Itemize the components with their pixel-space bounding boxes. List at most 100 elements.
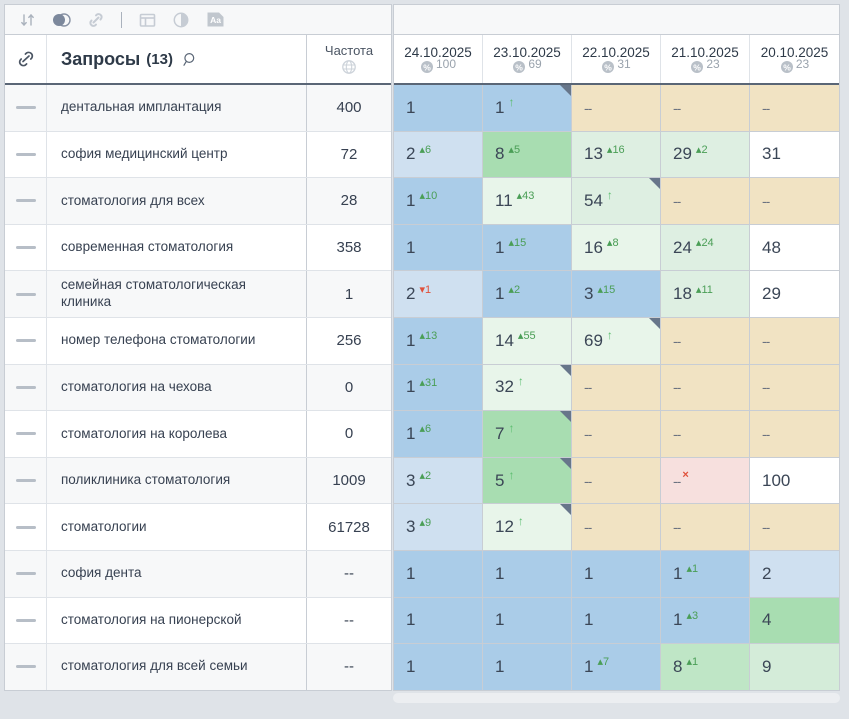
metric-cell[interactable]: 1 ▴6	[394, 411, 483, 458]
metric-cell[interactable]: 100	[750, 457, 839, 505]
metric-cell[interactable]: 31	[750, 131, 839, 179]
metric-cell[interactable]: 54 ↑	[572, 178, 661, 225]
metric-cell[interactable]: --	[661, 504, 750, 551]
metric-cell[interactable]: --	[572, 364, 661, 412]
metric-cell[interactable]: 1 ▴31	[394, 364, 483, 412]
metric-cell[interactable]: --	[572, 457, 661, 505]
row-handle[interactable]	[5, 224, 47, 271]
window-icon[interactable]	[136, 9, 158, 31]
row-handle[interactable]	[5, 317, 47, 364]
metric-cell[interactable]: 1	[483, 550, 572, 598]
row-handle[interactable]	[5, 550, 47, 597]
metric-cell[interactable]: 14 ▴55	[483, 317, 572, 365]
metric-cell[interactable]: --	[750, 504, 839, 551]
table-row[interactable]: стоматология для всех 28	[5, 178, 391, 225]
table-row[interactable]: стоматологии 61728	[5, 504, 391, 551]
metric-cell[interactable]: 1 ↑	[483, 85, 572, 132]
row-handle[interactable]	[5, 504, 47, 550]
table-row[interactable]: софия медицинский центр 72	[5, 131, 391, 179]
metric-cell[interactable]: 1	[394, 597, 483, 645]
metric-cell[interactable]: 18 ▴11	[661, 271, 750, 318]
metric-cell[interactable]: 8 ▴5	[483, 131, 572, 179]
metric-cell[interactable]: 4	[750, 597, 839, 645]
metric-cell[interactable]: 3 ▴9	[394, 504, 483, 551]
metric-cell[interactable]: 29	[750, 271, 839, 318]
metric-cell[interactable]: 8 ▴1	[661, 644, 750, 690]
table-row[interactable]: номер телефона стоматологии 256	[5, 317, 391, 365]
metric-cell[interactable]: --	[572, 411, 661, 458]
frequency-column-header[interactable]: Частота	[307, 35, 391, 83]
metric-cell[interactable]: 1 ▴10	[394, 178, 483, 225]
row-handle[interactable]	[5, 644, 47, 690]
row-handle[interactable]	[5, 178, 47, 224]
metric-cell[interactable]: 1	[572, 550, 661, 598]
table-row[interactable]: стоматология на королева 0	[5, 411, 391, 458]
date-column-header[interactable]: 20.10.2025% 23	[750, 35, 839, 83]
metric-cell[interactable]: --	[572, 85, 661, 132]
link-icon[interactable]	[5, 35, 47, 83]
metric-cell[interactable]: 48	[750, 224, 839, 272]
row-handle[interactable]	[5, 271, 47, 317]
metric-cell[interactable]: --	[750, 411, 839, 458]
date-column-header[interactable]: 22.10.2025% 31	[572, 35, 661, 83]
table-row[interactable]: дентальная имплантация 400	[5, 85, 391, 132]
metric-cell[interactable]: --	[661, 364, 750, 412]
metric-cell[interactable]: 69 ↑	[572, 317, 661, 365]
metric-cell[interactable]: --	[572, 504, 661, 551]
table-row[interactable]: стоматология на чехова 0	[5, 364, 391, 412]
metric-cell[interactable]: 11 ▴43	[483, 178, 572, 225]
metric-cell[interactable]: 1	[394, 644, 483, 690]
table-row[interactable]: поликлиника стоматология 1009	[5, 457, 391, 505]
metric-cell[interactable]: --	[661, 85, 750, 132]
metric-cell[interactable]: 1 ▴3	[661, 597, 750, 645]
metric-cell[interactable]: --	[750, 178, 839, 225]
table-row[interactable]: современная стоматология 358	[5, 224, 391, 272]
metric-cell[interactable]: 3 ▴2	[394, 457, 483, 505]
metric-cell[interactable]: 13 ▴16	[572, 131, 661, 179]
metric-cell[interactable]: 2 ▾1	[394, 271, 483, 318]
metric-cell[interactable]: --	[661, 178, 750, 225]
metric-cell[interactable]: 1	[394, 224, 483, 272]
row-handle[interactable]	[5, 411, 47, 457]
metric-cell[interactable]: 9	[750, 644, 839, 690]
metric-cell[interactable]: 24 ▴24	[661, 224, 750, 272]
row-handle[interactable]	[5, 457, 47, 504]
metric-cell[interactable]: 1	[394, 550, 483, 598]
contrast-icon[interactable]	[51, 9, 73, 31]
metric-cell[interactable]: --	[750, 364, 839, 412]
table-row[interactable]: софия дента --	[5, 550, 391, 598]
metric-cell[interactable]: 1 ▴7	[572, 644, 661, 690]
metric-cell[interactable]: 1	[483, 644, 572, 690]
row-handle[interactable]	[5, 597, 47, 644]
metric-cell[interactable]: 3 ▴15	[572, 271, 661, 318]
table-row[interactable]: стоматология для всей семьи --	[5, 644, 391, 690]
metric-cell[interactable]: 1 ▴15	[483, 224, 572, 272]
link-icon[interactable]	[85, 9, 107, 31]
metric-cell[interactable]: 2 ▴6	[394, 131, 483, 179]
sort-icon[interactable]	[17, 9, 39, 31]
half-circle-icon[interactable]	[170, 9, 192, 31]
metric-cell[interactable]: 1 ▴2	[483, 271, 572, 318]
metric-cell[interactable]: 16 ▴8	[572, 224, 661, 272]
metric-cell[interactable]: 1	[483, 597, 572, 645]
date-column-header[interactable]: 24.10.2025% 100	[394, 35, 483, 83]
metric-cell[interactable]: --	[750, 317, 839, 365]
metric-cell[interactable]: --	[661, 411, 750, 458]
metric-cell[interactable]: 1	[572, 597, 661, 645]
text-format-icon[interactable]: Aa	[204, 9, 226, 31]
row-handle[interactable]	[5, 364, 47, 411]
metric-cell[interactable]: --	[661, 317, 750, 365]
metric-cell[interactable]: 12 ↑	[483, 504, 572, 551]
search-icon[interactable]	[183, 52, 198, 67]
date-column-header[interactable]: 23.10.2025% 69	[483, 35, 572, 83]
metric-cell[interactable]: --	[750, 85, 839, 132]
row-handle[interactable]	[5, 131, 47, 178]
table-row[interactable]: стоматология на пионерской --	[5, 597, 391, 645]
date-column-header[interactable]: 21.10.2025% 23	[661, 35, 750, 83]
horizontal-scrollbar[interactable]	[393, 693, 840, 703]
table-row[interactable]: семейная стоматологическая клиника 1	[5, 271, 391, 318]
row-handle[interactable]	[5, 85, 47, 131]
metric-cell[interactable]: 2	[750, 550, 839, 598]
metric-cell[interactable]: -- ×	[661, 457, 750, 505]
metric-cell[interactable]: 1 ▴13	[394, 317, 483, 365]
